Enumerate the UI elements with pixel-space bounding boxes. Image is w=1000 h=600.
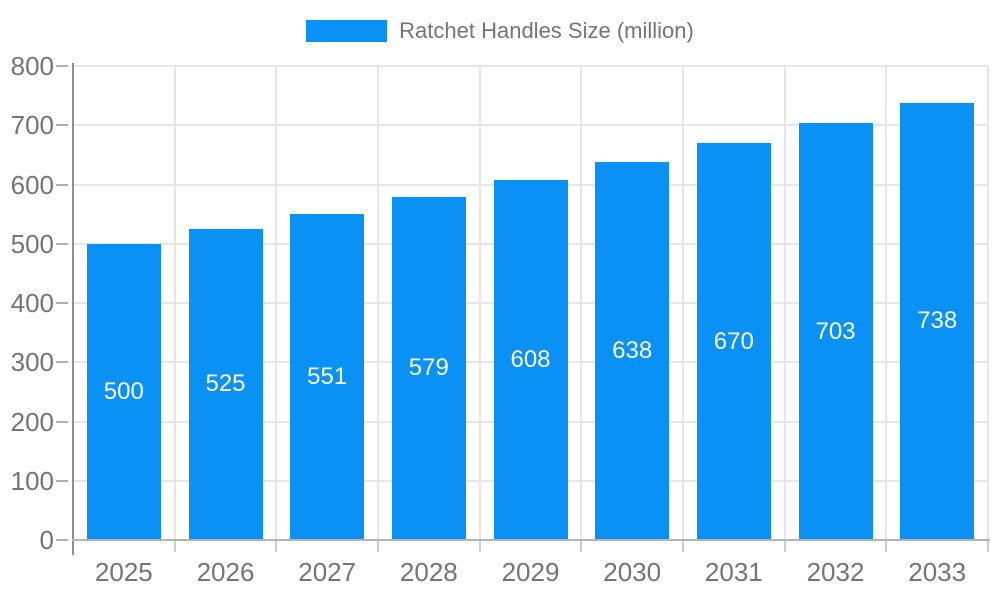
x-gridline	[478, 66, 481, 540]
bar	[595, 161, 670, 540]
y-axis-tick	[56, 361, 68, 364]
x-axis-tick-label: 2026	[196, 557, 255, 587]
x-axis-tick	[377, 540, 379, 552]
y-axis-tick	[56, 420, 68, 423]
x-axis-tick-label: 2033	[908, 557, 967, 587]
y-axis-tick-label: 800	[10, 51, 54, 81]
y-axis-tick	[56, 124, 68, 127]
y-axis-tick-label: 600	[10, 169, 54, 200]
bar-value-label: 579	[408, 354, 449, 382]
bar	[391, 196, 466, 540]
legend-label: Ratchet Handles Size (million)	[399, 18, 694, 43]
y-axis-tick	[56, 539, 68, 541]
x-axis-tick	[783, 540, 786, 552]
bar-value-label: 738	[917, 307, 958, 335]
y-gridline	[73, 65, 988, 67]
x-gridline	[682, 66, 684, 540]
legend-swatch	[306, 20, 388, 42]
y-axis-tick	[56, 479, 68, 482]
y-axis-tick	[56, 65, 68, 67]
x-axis-tick-label: 2029	[501, 557, 560, 587]
x-axis-tick	[682, 540, 684, 552]
x-axis-tick-label: 2032	[806, 557, 865, 587]
bar-value-label: 500	[103, 377, 144, 405]
bar-value-label: 525	[205, 370, 246, 398]
y-axis-tick-label: 0	[39, 525, 54, 555]
bar	[696, 143, 771, 540]
x-gridline	[885, 66, 888, 540]
x-axis-tick	[275, 540, 278, 552]
x-axis-tick-label: 2025	[94, 557, 153, 587]
bar	[900, 102, 975, 540]
y-axis-line	[72, 63, 74, 555]
y-gridline	[73, 124, 988, 127]
x-gridline	[987, 66, 989, 540]
y-axis-tick	[56, 183, 68, 186]
y-axis-tick	[56, 302, 68, 304]
y-axis-tick-label: 400	[10, 288, 54, 318]
y-axis-tick-label: 700	[10, 110, 54, 141]
x-axis-line	[72, 539, 990, 541]
chart-legend[interactable]: Ratchet Handles Size (million)	[0, 19, 1000, 43]
bar-value-label: 638	[612, 336, 653, 364]
bar	[798, 123, 873, 540]
x-gridline	[173, 66, 176, 540]
bar-value-label: 703	[815, 317, 856, 345]
bar	[493, 179, 568, 540]
bar-value-label: 551	[307, 362, 348, 390]
bar-value-label: 670	[713, 327, 754, 355]
x-axis-tick	[173, 540, 176, 552]
x-axis-tick	[885, 540, 888, 552]
x-axis-tick-label: 2027	[298, 557, 357, 587]
x-axis-tick-label: 2030	[603, 557, 662, 587]
y-axis-tick-label: 200	[10, 406, 54, 437]
x-gridline	[275, 66, 278, 540]
x-gridline	[580, 66, 583, 540]
x-axis-tick-label: 2028	[399, 557, 458, 587]
x-gridline	[377, 66, 379, 540]
x-gridline	[783, 66, 786, 540]
x-axis-tick	[478, 540, 481, 552]
bar	[86, 243, 161, 540]
y-axis-tick-label: 500	[10, 228, 54, 259]
bar	[188, 228, 263, 540]
x-axis-tick	[580, 540, 583, 552]
bar	[290, 213, 365, 540]
x-axis-tick-label: 2031	[704, 557, 763, 587]
y-axis-tick-label: 100	[10, 465, 54, 496]
x-axis-tick	[987, 540, 989, 552]
bar-value-label: 608	[510, 345, 551, 373]
y-axis-tick	[56, 242, 68, 245]
y-axis-tick-label: 300	[10, 347, 54, 378]
